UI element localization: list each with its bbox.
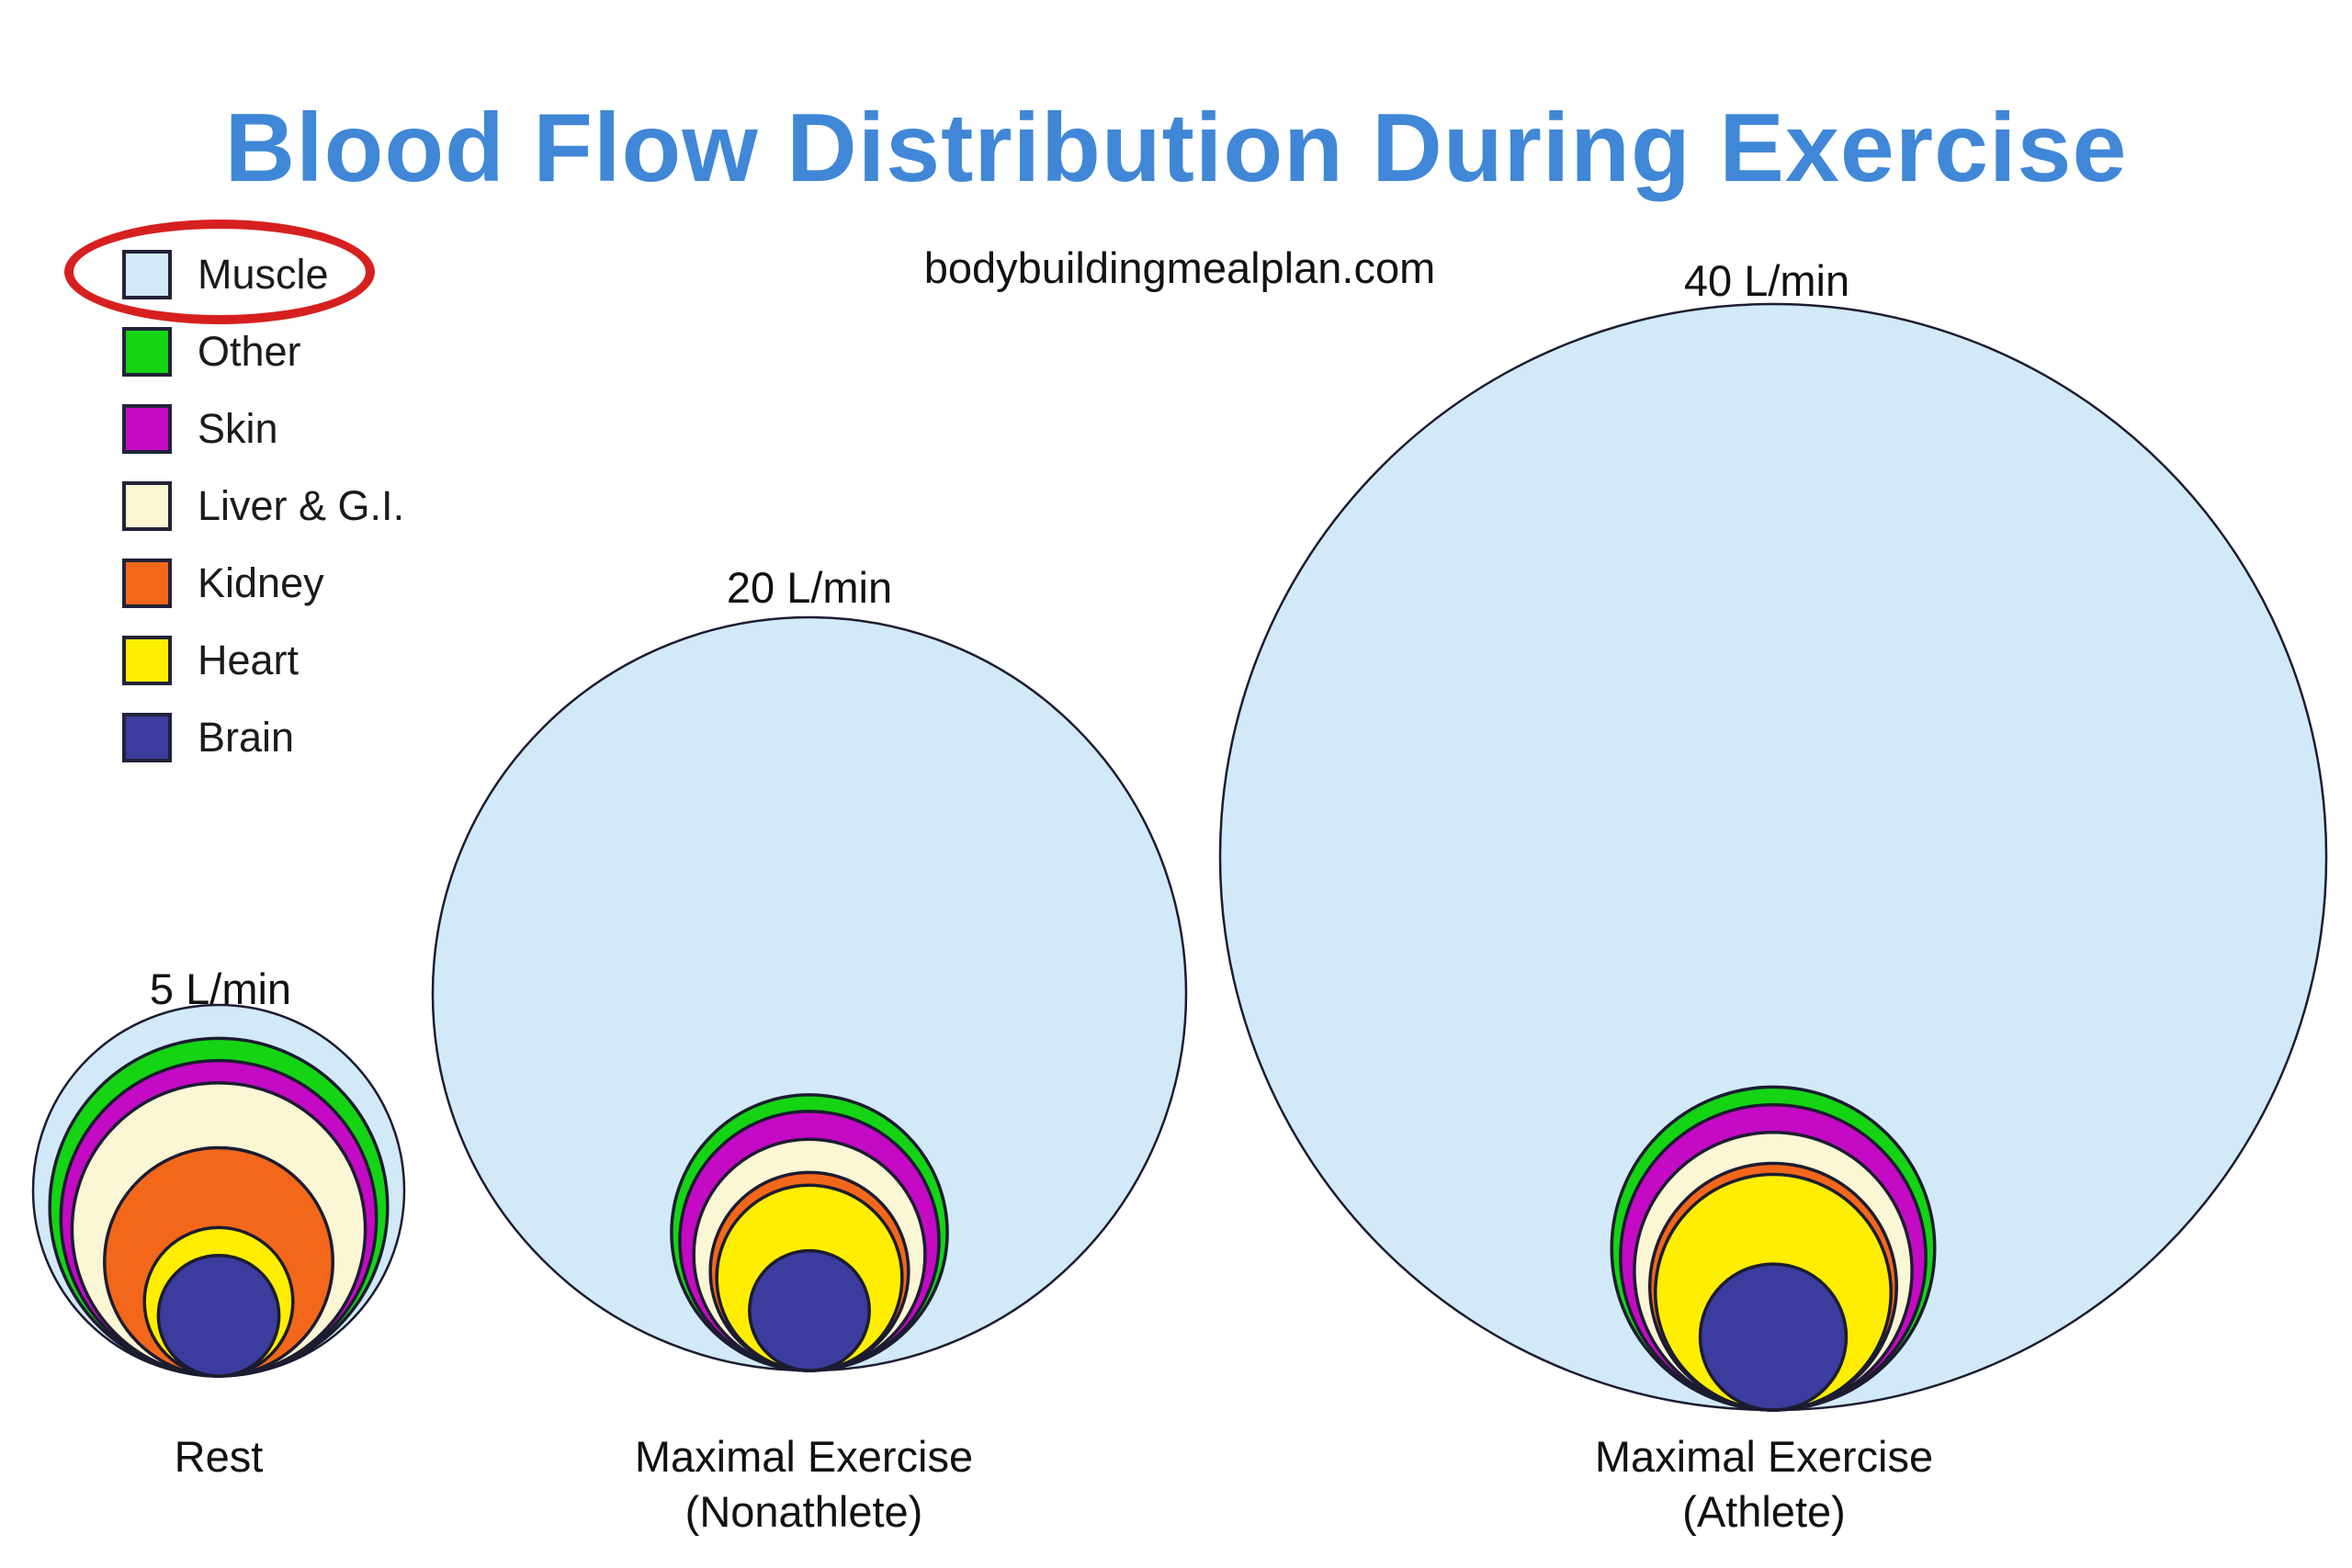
nonathlete-caption: Maximal Exercise (Nonathlete) [519, 1429, 1089, 1540]
brain-swatch-icon [122, 713, 172, 762]
nonathlete-circle-group [431, 615, 1188, 1372]
rest-caption: Rest [0, 1429, 503, 1484]
legend-item-skin: Skin [122, 404, 404, 454]
rest-circle-group [31, 1003, 406, 1378]
athlete-caption-line1: Maximal Exercise [1594, 1432, 1934, 1481]
legend: Muscle Other Skin Liver & G.I. Kidney He… [122, 250, 404, 762]
legend-label-brain: Brain [198, 714, 295, 761]
nonathlete-flow-label: 20 L/min [726, 563, 893, 612]
legend-item-other: Other [122, 327, 404, 377]
legend-label-kidney: Kidney [198, 559, 324, 606]
nonathlete-brain-circle [748, 1248, 871, 1372]
legend-label-other: Other [198, 328, 301, 375]
legend-item-kidney: Kidney [122, 558, 404, 608]
athlete-caption-line2: (Athlete) [1682, 1487, 1846, 1536]
heart-swatch-icon [122, 636, 172, 685]
circles-layer [31, 302, 2328, 1412]
legend-item-brain: Brain [122, 713, 404, 762]
muscle-highlight-ellipse [64, 220, 375, 324]
legend-label-heart: Heart [198, 637, 300, 683]
legend-item-heart: Heart [122, 636, 404, 685]
rest-brain-circle [156, 1253, 281, 1378]
rest-flow-label: 5 L/min [149, 964, 292, 1013]
legend-label-skin: Skin [198, 405, 278, 452]
liver-gi-swatch-icon [122, 481, 172, 531]
athlete-brain-circle [1698, 1262, 1849, 1412]
kidney-swatch-icon [122, 558, 172, 608]
legend-item-liver-gi: Liver & G.I. [122, 481, 404, 531]
page-title: Blood Flow Distribution During Exercise [224, 94, 2128, 203]
nonathlete-caption-line2: (Nonathlete) [684, 1487, 923, 1536]
legend-label-liver-gi: Liver & G.I. [198, 482, 405, 529]
athlete-circle-group [1218, 302, 2328, 1412]
nonathlete-caption-line1: Maximal Exercise [634, 1432, 974, 1481]
skin-swatch-icon [122, 404, 172, 454]
athlete-caption: Maximal Exercise (Athlete) [1479, 1429, 2049, 1540]
watermark-text: bodybuildingmealplan.com [923, 243, 1436, 292]
rest-caption-line1: Rest [174, 1432, 264, 1481]
athlete-flow-label: 40 L/min [1683, 256, 1850, 305]
other-swatch-icon [122, 327, 172, 377]
